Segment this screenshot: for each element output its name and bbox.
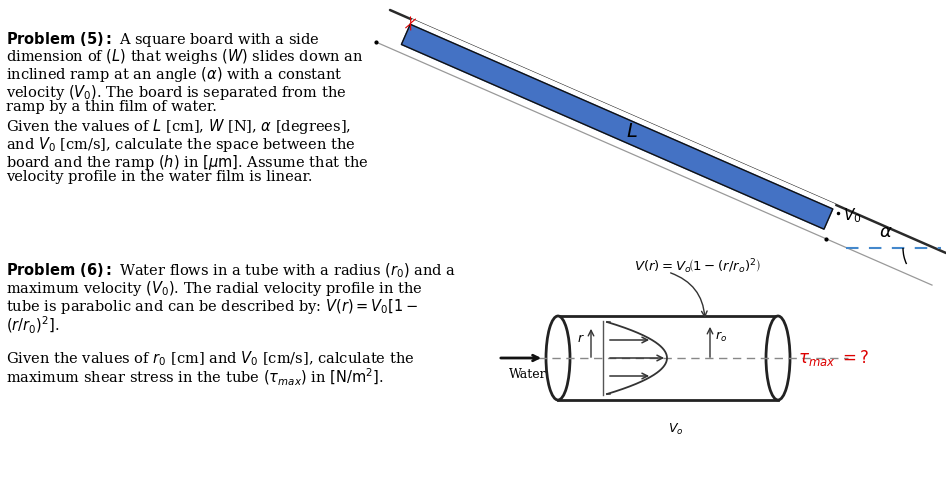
Text: $h\ =?$: $h\ =?$: [352, 0, 394, 2]
Text: tube is parabolic and can be described by: $V(r) = V_0[1-$: tube is parabolic and can be described b…: [6, 297, 418, 316]
Text: $\tau_{max}\ =?$: $\tau_{max}\ =?$: [798, 348, 869, 368]
Text: and $V_0$ [cm/s], calculate the space between the: and $V_0$ [cm/s], calculate the space be…: [6, 135, 356, 154]
Text: velocity profile in the water film is linear.: velocity profile in the water film is li…: [6, 170, 312, 184]
Text: maximum velocity $(V_0)$. The radial velocity profile in the: maximum velocity $(V_0)$. The radial vel…: [6, 280, 423, 298]
Text: $(r/r_0)^2]$.: $(r/r_0)^2]$.: [6, 314, 60, 336]
Text: inclined ramp at an angle $(\alpha)$ with a constant: inclined ramp at an angle $(\alpha)$ wit…: [6, 65, 342, 84]
Text: $\mathbf{Problem\ (6):}$ Water flows in a tube with a radius $(r_0)$ and a: $\mathbf{Problem\ (6):}$ Water flows in …: [6, 262, 456, 281]
Text: dimension of $(L)$ that weighs $(W)$ slides down an: dimension of $(L)$ that weighs $(W)$ sli…: [6, 47, 363, 67]
Ellipse shape: [766, 316, 790, 400]
Text: $L$: $L$: [626, 123, 638, 141]
Text: $r$: $r$: [577, 332, 585, 345]
Text: $\alpha$: $\alpha$: [879, 223, 893, 241]
Text: Given the values of $L$ [cm], $W$ [N], $\alpha$ [degrees],: Given the values of $L$ [cm], $W$ [N], $…: [6, 117, 351, 137]
Text: board and the ramp $(h)$ in $[\mu\mathrm{m}]$. Assume that the: board and the ramp $(h)$ in $[\mu\mathrm…: [6, 153, 369, 171]
Text: velocity $(V_0)$. The board is separated from the: velocity $(V_0)$. The board is separated…: [6, 83, 346, 101]
Text: Water: Water: [509, 368, 547, 381]
Polygon shape: [401, 24, 832, 229]
Text: $V_0$: $V_0$: [843, 206, 862, 225]
Text: ramp by a thin film of water.: ramp by a thin film of water.: [6, 100, 217, 114]
Polygon shape: [411, 20, 834, 209]
Text: maximum shear stress in the tube $(\tau_{max})$ in $[\mathrm{N/m^2}]$.: maximum shear stress in the tube $(\tau_…: [6, 367, 383, 388]
Text: $\mathbf{Problem\ (5):}$ A square board with a side: $\mathbf{Problem\ (5):}$ A square board …: [6, 30, 320, 49]
Text: $V(r)=V_o\!\left(1-(r/r_o)^2\right)$: $V(r)=V_o\!\left(1-(r/r_o)^2\right)$: [635, 257, 762, 276]
Text: $r_o$: $r_o$: [715, 330, 727, 344]
Ellipse shape: [546, 316, 570, 400]
Bar: [558, 316, 778, 400]
Text: $V_o$: $V_o$: [668, 422, 684, 437]
Text: Given the values of $r_0$ [cm] and $V_0$ [cm/s], calculate the: Given the values of $r_0$ [cm] and $V_0$…: [6, 350, 414, 368]
